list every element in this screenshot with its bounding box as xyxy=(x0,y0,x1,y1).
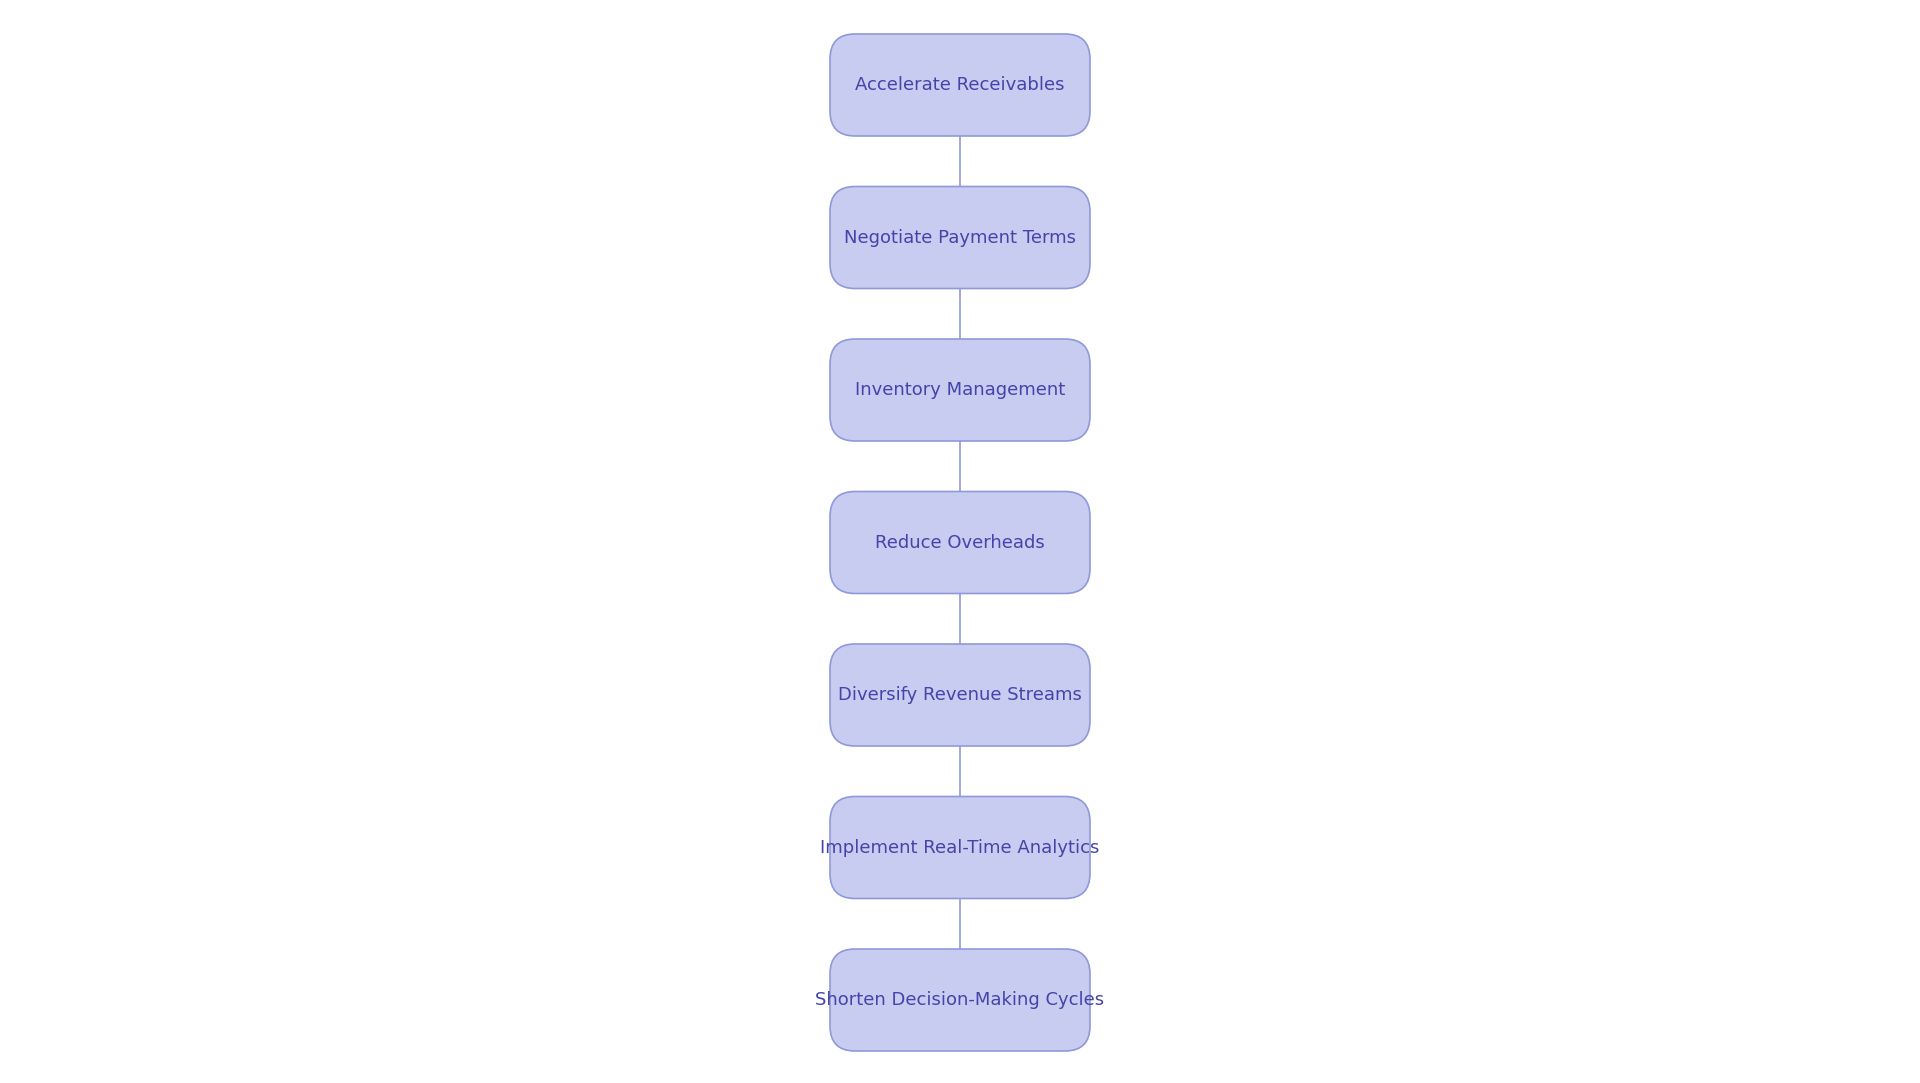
Text: Reduce Overheads: Reduce Overheads xyxy=(876,534,1044,551)
FancyBboxPatch shape xyxy=(829,492,1091,593)
FancyBboxPatch shape xyxy=(829,339,1091,441)
Text: Implement Real-Time Analytics: Implement Real-Time Analytics xyxy=(820,838,1100,857)
FancyBboxPatch shape xyxy=(829,644,1091,746)
Text: Diversify Revenue Streams: Diversify Revenue Streams xyxy=(837,686,1083,704)
Text: Inventory Management: Inventory Management xyxy=(854,381,1066,399)
FancyBboxPatch shape xyxy=(829,34,1091,136)
Text: Shorten Decision-Making Cycles: Shorten Decision-Making Cycles xyxy=(816,991,1104,1009)
FancyBboxPatch shape xyxy=(829,186,1091,288)
Text: Accelerate Receivables: Accelerate Receivables xyxy=(854,76,1066,94)
FancyBboxPatch shape xyxy=(829,949,1091,1051)
FancyBboxPatch shape xyxy=(829,796,1091,899)
Text: Negotiate Payment Terms: Negotiate Payment Terms xyxy=(845,229,1075,247)
